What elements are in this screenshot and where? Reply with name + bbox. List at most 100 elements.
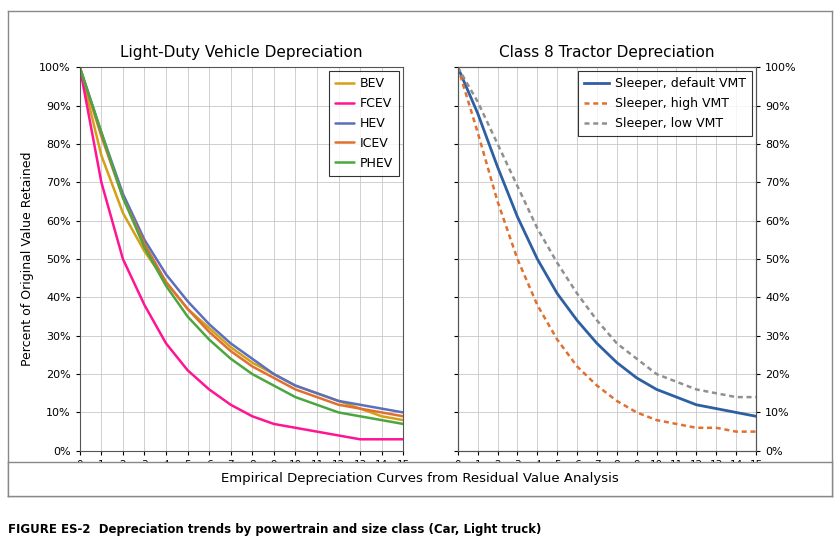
ICEV	[376, 409, 386, 416]
ICEV	[75, 64, 85, 71]
Sleeper, low VMT	[512, 183, 522, 189]
ICEV	[118, 194, 128, 201]
Sleeper, low VMT	[592, 317, 602, 324]
Sleeper, high VMT	[612, 398, 622, 404]
PHEV	[312, 402, 322, 408]
PHEV	[247, 371, 257, 377]
FCEV	[269, 421, 279, 427]
Line: PHEV: PHEV	[80, 67, 403, 424]
FCEV	[291, 424, 301, 431]
Sleeper, low VMT	[691, 386, 701, 393]
HEV	[118, 190, 128, 197]
PHEV	[355, 413, 365, 419]
Sleeper, default VMT	[492, 164, 502, 170]
BEV	[139, 248, 150, 255]
Title: Light-Duty Vehicle Depreciation: Light-Duty Vehicle Depreciation	[120, 45, 363, 60]
Sleeper, low VMT	[453, 64, 463, 71]
HEV	[204, 321, 214, 328]
PHEV	[161, 282, 171, 289]
Sleeper, default VMT	[671, 394, 681, 400]
Sleeper, low VMT	[612, 340, 622, 347]
ICEV	[312, 394, 322, 400]
Text: Empirical Depreciation Curves from Residual Value Analysis: Empirical Depreciation Curves from Resid…	[221, 472, 619, 486]
Sleeper, low VMT	[572, 290, 582, 297]
PHEV	[97, 129, 107, 136]
FCEV	[139, 302, 150, 309]
HEV	[75, 64, 85, 71]
Sleeper, default VMT	[612, 359, 622, 366]
Sleeper, high VMT	[512, 255, 522, 262]
Sleeper, default VMT	[592, 340, 602, 347]
ICEV	[291, 386, 301, 393]
Sleeper, high VMT	[552, 336, 562, 343]
Sleeper, high VMT	[691, 424, 701, 431]
PHEV	[333, 409, 344, 416]
Sleeper, high VMT	[592, 382, 602, 389]
Sleeper, low VMT	[652, 371, 662, 377]
X-axis label: Age, Light-Duty Vehicles: Age, Light-Duty Vehicles	[165, 475, 318, 488]
BEV	[376, 413, 386, 419]
PHEV	[398, 421, 408, 427]
Sleeper, low VMT	[632, 356, 642, 362]
Sleeper, default VMT	[473, 110, 483, 116]
BEV	[204, 325, 214, 332]
Sleeper, low VMT	[473, 99, 483, 105]
Line: ICEV: ICEV	[80, 67, 403, 416]
ICEV	[161, 279, 171, 286]
PHEV	[269, 382, 279, 389]
BEV	[118, 209, 128, 216]
HEV	[376, 405, 386, 412]
FCEV	[161, 340, 171, 347]
PHEV	[182, 313, 192, 320]
Sleeper, low VMT	[533, 225, 543, 232]
ICEV	[97, 133, 107, 139]
HEV	[312, 390, 322, 396]
ICEV	[355, 405, 365, 412]
BEV	[312, 390, 322, 396]
X-axis label: Age, Class 8 Sleeper Trucks: Age, Class 8 Sleeper Trucks	[521, 475, 693, 488]
Line: Sleeper, default VMT: Sleeper, default VMT	[458, 67, 756, 416]
Sleeper, low VMT	[492, 141, 502, 147]
FCEV	[376, 436, 386, 442]
Sleeper, high VMT	[572, 363, 582, 370]
ICEV	[204, 329, 214, 335]
Sleeper, high VMT	[711, 424, 722, 431]
Line: HEV: HEV	[80, 67, 403, 412]
ICEV	[139, 240, 150, 247]
HEV	[355, 402, 365, 408]
ICEV	[182, 306, 192, 312]
BEV	[398, 417, 408, 423]
Sleeper, default VMT	[731, 409, 741, 416]
Y-axis label: Percent of Original Value Retained: Percent of Original Value Retained	[21, 152, 34, 366]
BEV	[182, 306, 192, 312]
FCEV	[182, 367, 192, 374]
HEV	[226, 340, 236, 347]
Line: Sleeper, high VMT: Sleeper, high VMT	[458, 67, 756, 432]
Title: Class 8 Tractor Depreciation: Class 8 Tractor Depreciation	[499, 45, 715, 60]
BEV	[161, 279, 171, 286]
Sleeper, default VMT	[533, 255, 543, 262]
FCEV	[204, 386, 214, 393]
Sleeper, high VMT	[671, 421, 681, 427]
FCEV	[312, 428, 322, 435]
Sleeper, high VMT	[652, 417, 662, 423]
Sleeper, default VMT	[711, 405, 722, 412]
FCEV	[226, 402, 236, 408]
Sleeper, default VMT	[632, 375, 642, 381]
Sleeper, high VMT	[453, 64, 463, 71]
Line: BEV: BEV	[80, 67, 403, 420]
Text: FIGURE ES-2  Depreciation trends by powertrain and size class (Car, Light truck): FIGURE ES-2 Depreciation trends by power…	[8, 522, 542, 536]
PHEV	[291, 394, 301, 400]
HEV	[139, 236, 150, 243]
HEV	[269, 371, 279, 377]
PHEV	[139, 244, 150, 251]
BEV	[355, 405, 365, 412]
Sleeper, low VMT	[751, 394, 761, 400]
FCEV	[355, 436, 365, 442]
HEV	[161, 271, 171, 278]
Sleeper, low VMT	[671, 379, 681, 385]
Sleeper, default VMT	[552, 290, 562, 297]
Sleeper, default VMT	[691, 402, 701, 408]
Sleeper, low VMT	[731, 394, 741, 400]
PHEV	[376, 417, 386, 423]
